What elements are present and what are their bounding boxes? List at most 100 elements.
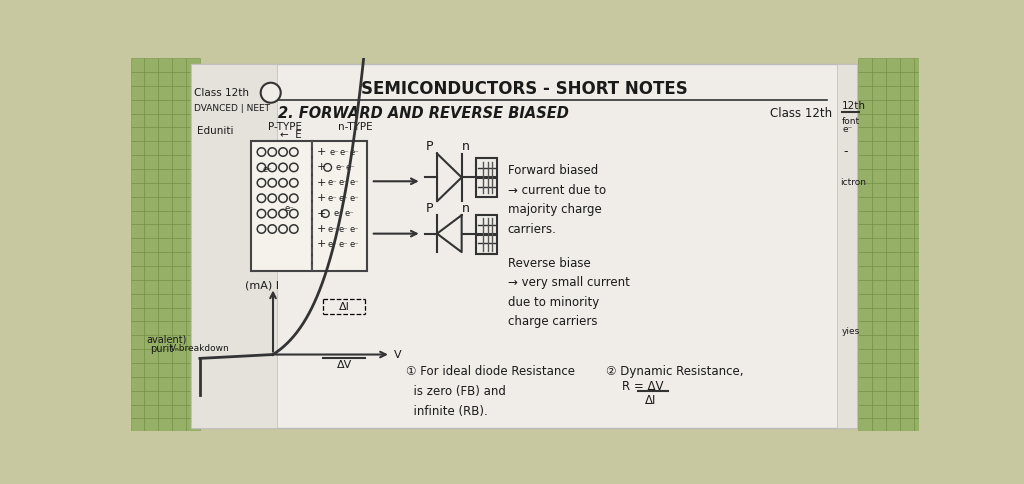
Bar xyxy=(144,349,159,363)
Bar xyxy=(159,86,172,100)
Bar xyxy=(144,391,159,405)
Bar xyxy=(172,391,186,405)
Bar xyxy=(900,155,913,169)
Bar xyxy=(311,141,367,271)
Bar xyxy=(144,432,159,446)
Bar xyxy=(858,197,872,211)
Bar xyxy=(913,225,928,238)
Text: e⁻: e⁻ xyxy=(345,209,354,218)
Bar xyxy=(886,294,900,307)
Text: ←  E: ← E xyxy=(280,130,302,140)
Bar xyxy=(872,307,886,321)
Bar xyxy=(913,419,928,432)
Bar xyxy=(159,238,172,252)
Text: e⁻: e⁻ xyxy=(339,148,349,156)
Bar xyxy=(172,211,186,225)
Text: e⁻: e⁻ xyxy=(339,194,348,203)
Text: ΔI: ΔI xyxy=(645,394,656,407)
Bar xyxy=(900,252,913,266)
Bar xyxy=(144,363,159,377)
Bar xyxy=(900,86,913,100)
Bar xyxy=(886,72,900,86)
Text: e⁻: e⁻ xyxy=(285,204,294,213)
Bar xyxy=(900,280,913,294)
Bar xyxy=(886,86,900,100)
Bar xyxy=(900,432,913,446)
Bar xyxy=(186,349,200,363)
Bar xyxy=(913,432,928,446)
Bar xyxy=(144,127,159,141)
Bar xyxy=(131,335,144,349)
Bar xyxy=(872,72,886,86)
Bar xyxy=(172,377,186,391)
Bar xyxy=(131,127,144,141)
Bar xyxy=(131,419,144,432)
Bar xyxy=(186,307,200,321)
Bar xyxy=(900,183,913,197)
Text: V: V xyxy=(394,349,401,360)
Bar xyxy=(858,58,872,72)
Bar xyxy=(886,100,900,114)
Text: e⁻: e⁻ xyxy=(345,163,355,172)
Bar xyxy=(159,225,172,238)
Bar xyxy=(186,211,200,225)
Bar xyxy=(858,211,872,225)
Bar xyxy=(131,155,144,169)
Bar xyxy=(131,72,144,86)
Bar xyxy=(172,252,186,266)
Text: P: P xyxy=(426,140,433,153)
Bar xyxy=(900,211,913,225)
Bar xyxy=(913,86,928,100)
Bar xyxy=(131,307,144,321)
Bar xyxy=(913,100,928,114)
Bar xyxy=(858,349,872,363)
Bar xyxy=(190,64,276,428)
Bar xyxy=(913,335,928,349)
Bar xyxy=(858,252,872,266)
Bar xyxy=(131,141,144,155)
Bar xyxy=(131,294,144,307)
Bar xyxy=(858,432,872,446)
Bar xyxy=(858,419,872,432)
Bar xyxy=(144,114,159,127)
Bar xyxy=(186,58,200,72)
Bar xyxy=(913,252,928,266)
Bar xyxy=(872,419,886,432)
Bar xyxy=(144,197,159,211)
Bar xyxy=(144,183,159,197)
Text: Forward biased
→ current due to
majority charge
carriers.: Forward biased → current due to majority… xyxy=(508,165,606,236)
Bar xyxy=(172,141,186,155)
Bar xyxy=(186,294,200,307)
Bar xyxy=(900,266,913,280)
Text: +: + xyxy=(316,178,327,188)
Bar xyxy=(900,100,913,114)
Bar xyxy=(858,183,872,197)
Bar xyxy=(858,294,872,307)
Bar xyxy=(144,252,159,266)
Bar xyxy=(186,141,200,155)
Bar xyxy=(172,155,186,169)
Bar xyxy=(186,432,200,446)
Bar xyxy=(872,211,886,225)
Text: P-TYPE: P-TYPE xyxy=(267,122,301,133)
Bar xyxy=(172,321,186,335)
Bar xyxy=(913,307,928,321)
Bar xyxy=(190,64,857,428)
Bar xyxy=(858,72,872,86)
Bar xyxy=(886,141,900,155)
Bar xyxy=(900,377,913,391)
Bar xyxy=(186,419,200,432)
Text: -: - xyxy=(844,146,848,159)
Text: +: + xyxy=(316,147,327,157)
Text: +: + xyxy=(316,193,327,203)
Bar xyxy=(913,197,928,211)
Bar xyxy=(913,363,928,377)
Bar xyxy=(858,225,872,238)
Bar xyxy=(186,225,200,238)
Bar xyxy=(186,72,200,86)
Text: 12th: 12th xyxy=(842,101,866,111)
Bar xyxy=(886,252,900,266)
Text: e⁻: e⁻ xyxy=(334,209,343,218)
Bar xyxy=(159,197,172,211)
Bar xyxy=(886,363,900,377)
